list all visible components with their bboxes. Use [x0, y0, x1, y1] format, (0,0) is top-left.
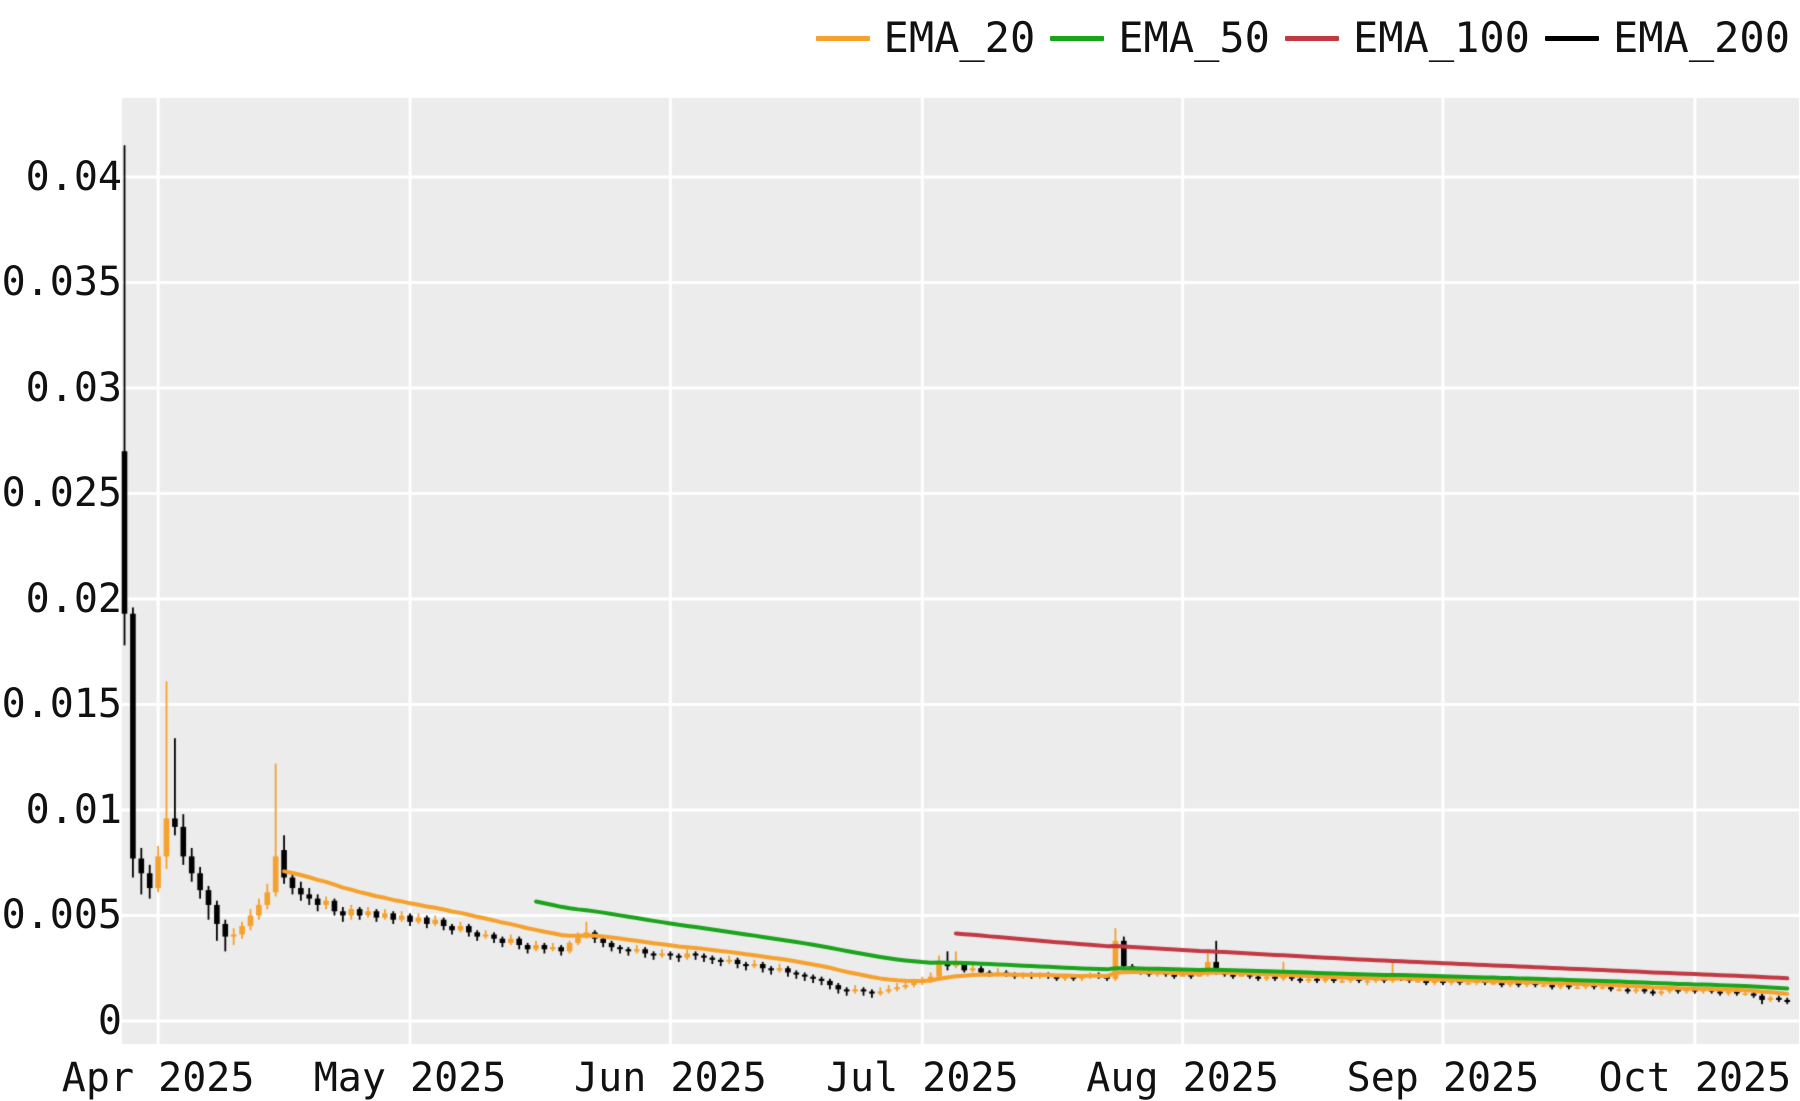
legend-item-ema_50: EMA_50 — [1050, 17, 1270, 59]
y-tick-label: 0.025 — [1, 470, 122, 517]
legend-line-icon — [1050, 35, 1105, 41]
x-tick-label: Oct 2025 — [1598, 1055, 1792, 1101]
x-tick-label: May 2025 — [313, 1055, 507, 1101]
chart-legend: EMA_20 EMA_50 EMA_100 EMA_200 — [815, 10, 1790, 66]
legend-label: EMA_200 — [1612, 13, 1790, 62]
y-tick-label: 0.04 — [25, 153, 122, 200]
legend-line-icon — [815, 35, 870, 41]
legend-item-ema_100: EMA_100 — [1284, 13, 1530, 62]
y-tick-label: 0 — [97, 997, 122, 1044]
x-tick-label: Aug 2025 — [1086, 1055, 1279, 1101]
legend-label: EMA_50 — [1118, 13, 1270, 62]
y-tick-label: 0.03 — [25, 364, 122, 411]
x-tick-label: Jun 2025 — [574, 1055, 767, 1101]
legend-line-icon — [1284, 35, 1339, 41]
x-tick-label: Sep 2025 — [1346, 1055, 1540, 1101]
legend-item-ema_200: EMA_200 — [1544, 13, 1790, 62]
legend-label: EMA_20 — [883, 13, 1036, 62]
y-tick-label: 0.02 — [25, 575, 122, 622]
y-tick-label: 0.035 — [1, 259, 122, 306]
y-tick-label: 0.01 — [25, 786, 122, 833]
x-tick-label: Jul 2025 — [825, 1055, 1019, 1101]
legend-item-ema_20: EMA_20 — [815, 13, 1036, 62]
y-tick-label: 0.015 — [1, 681, 122, 728]
x-tick-label: Apr 2025 — [61, 1055, 255, 1101]
legend-line-icon — [1544, 35, 1599, 41]
legend-label: EMA_100 — [1352, 13, 1530, 62]
y-tick-label: 0.005 — [1, 892, 122, 939]
